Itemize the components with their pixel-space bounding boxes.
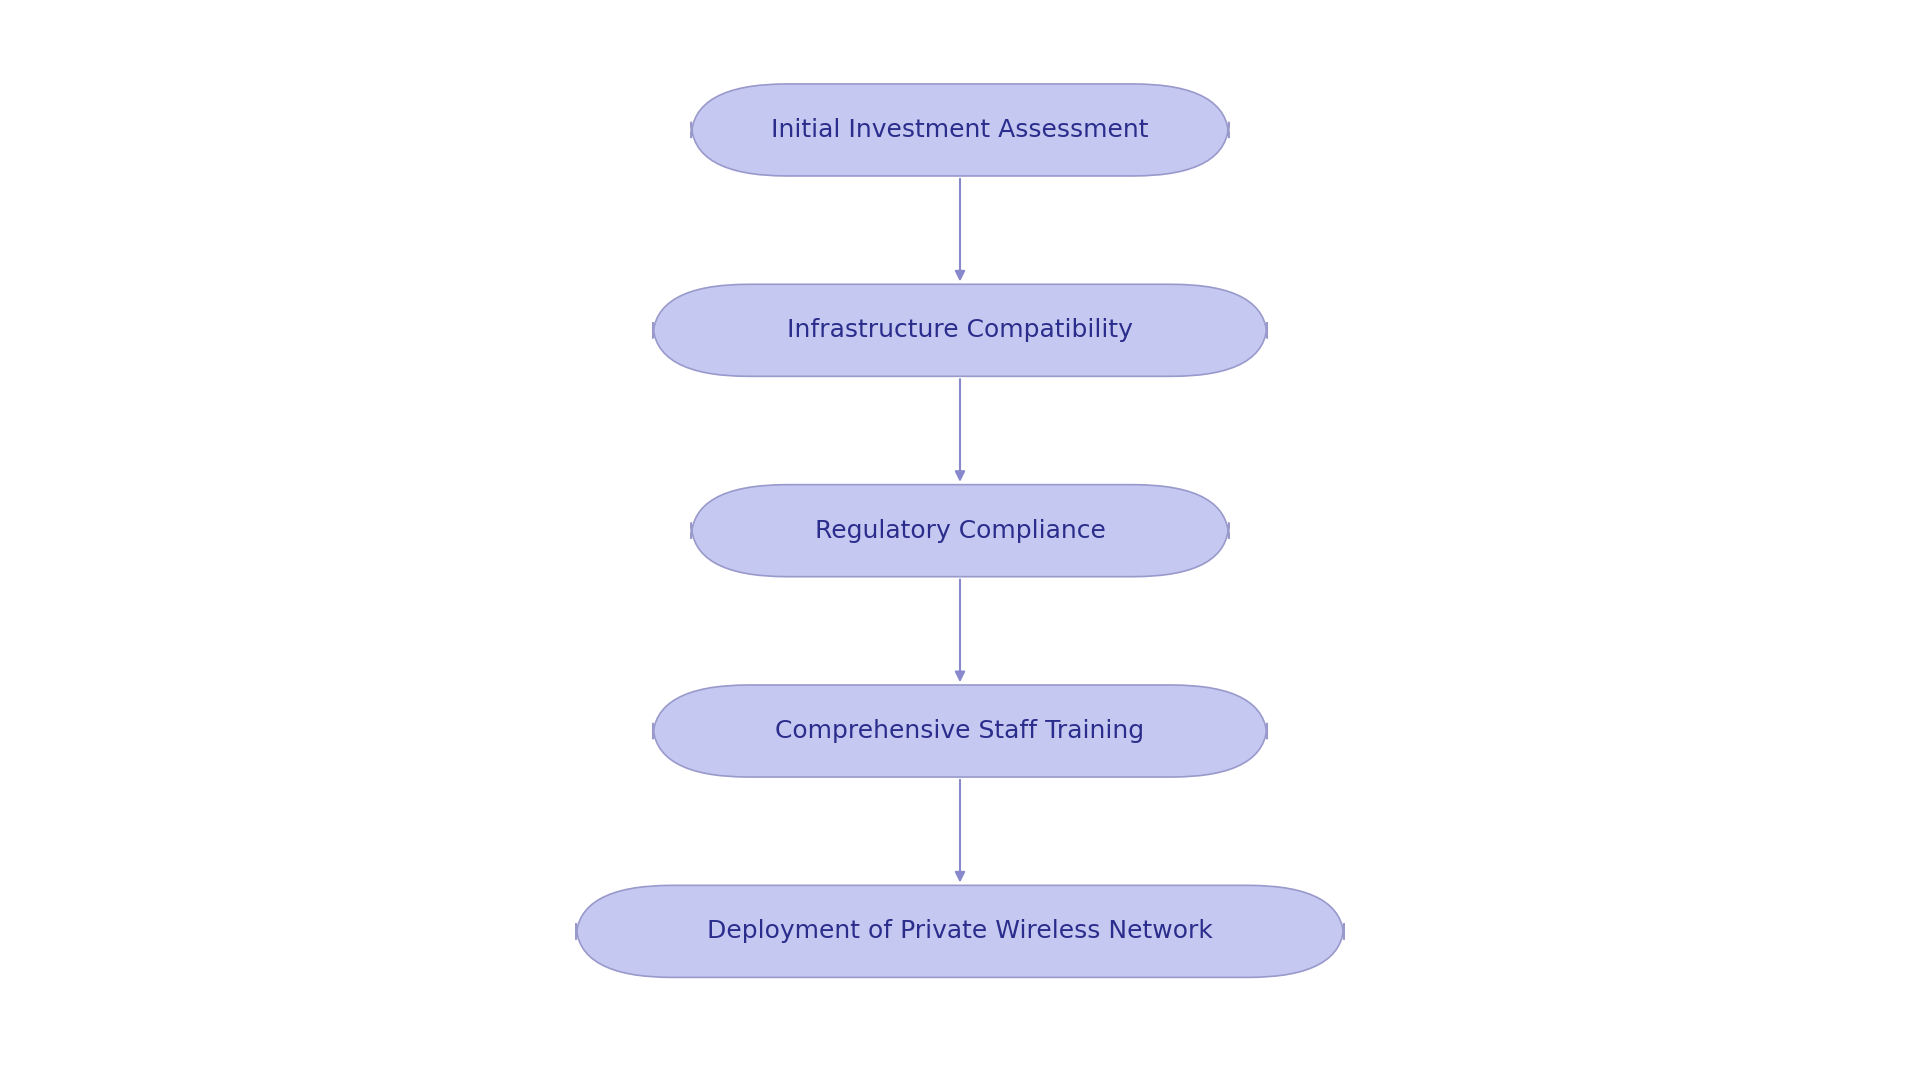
FancyBboxPatch shape: [653, 284, 1267, 376]
Text: Comprehensive Staff Training: Comprehensive Staff Training: [776, 719, 1144, 743]
Text: Deployment of Private Wireless Network: Deployment of Private Wireless Network: [707, 919, 1213, 943]
Text: Infrastructure Compatibility: Infrastructure Compatibility: [787, 318, 1133, 342]
FancyBboxPatch shape: [653, 684, 1267, 777]
Text: Regulatory Compliance: Regulatory Compliance: [814, 519, 1106, 543]
FancyBboxPatch shape: [691, 485, 1229, 576]
FancyBboxPatch shape: [691, 84, 1229, 175]
Text: Initial Investment Assessment: Initial Investment Assessment: [772, 118, 1148, 142]
FancyBboxPatch shape: [576, 886, 1344, 977]
